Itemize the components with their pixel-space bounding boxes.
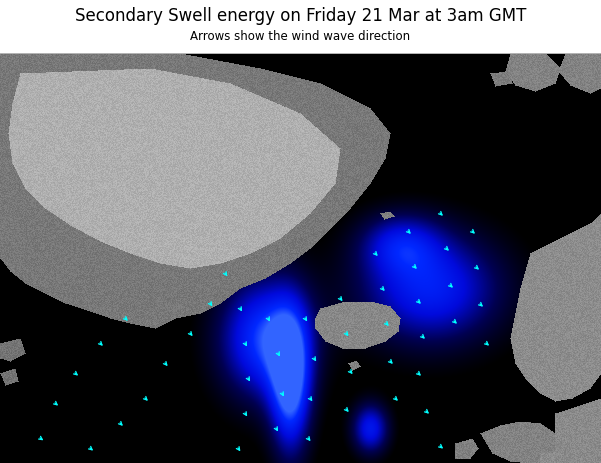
Text: Secondary Swell energy on Friday 21 Mar at 3am GMT: Secondary Swell energy on Friday 21 Mar … — [75, 7, 526, 25]
Text: Arrows show the wind wave direction: Arrows show the wind wave direction — [191, 30, 410, 43]
